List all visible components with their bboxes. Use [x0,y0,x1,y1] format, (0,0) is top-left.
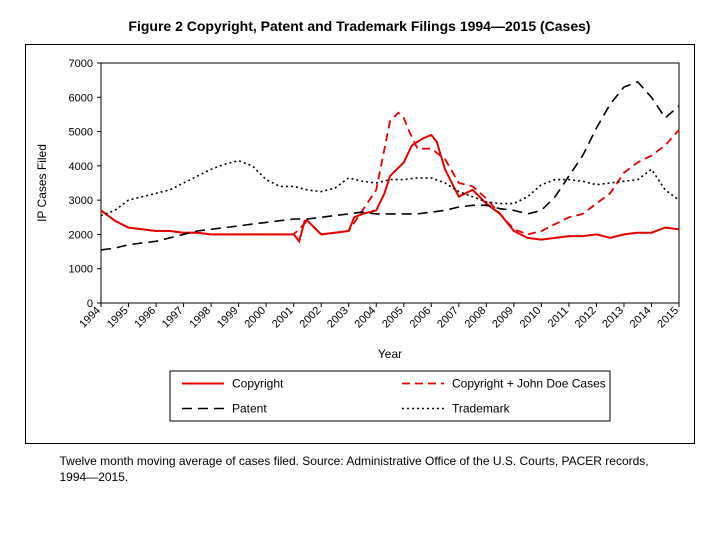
svg-text:Copyright: Copyright [232,377,284,391]
svg-text:2001: 2001 [269,305,295,331]
svg-text:1994: 1994 [77,305,103,331]
svg-text:5000: 5000 [68,127,92,139]
svg-text:2000: 2000 [242,305,268,331]
figure-caption: Twelve month moving average of cases fil… [60,454,660,485]
svg-text:1996: 1996 [132,305,158,331]
svg-text:2014: 2014 [627,305,653,331]
svg-text:2012: 2012 [572,305,598,331]
svg-text:1997: 1997 [159,305,185,331]
svg-text:2003: 2003 [325,305,351,331]
svg-text:2008: 2008 [462,305,488,331]
svg-text:2007: 2007 [435,305,461,331]
svg-text:2011: 2011 [545,305,570,330]
svg-text:Trademark: Trademark [452,402,511,416]
line-chart: 0100020003000400050006000700019941995199… [26,45,694,443]
svg-text:Patent: Patent [232,402,267,416]
svg-text:1999: 1999 [214,305,240,331]
svg-text:1995: 1995 [104,305,130,331]
svg-text:1000: 1000 [68,264,92,276]
svg-text:Year: Year [377,347,401,361]
svg-text:2013: 2013 [600,305,626,331]
svg-text:IP Cases Filed: IP Cases Filed [35,144,49,222]
svg-text:Copyright + John Doe Cases: Copyright + John Doe Cases [452,377,606,391]
svg-text:2010: 2010 [517,305,543,331]
svg-text:2006: 2006 [407,305,433,331]
chart-container: 0100020003000400050006000700019941995199… [25,44,695,444]
svg-text:2000: 2000 [68,229,92,241]
svg-text:2015: 2015 [655,305,681,331]
svg-text:1998: 1998 [187,305,213,331]
svg-text:2002: 2002 [297,305,323,331]
svg-text:3000: 3000 [68,195,92,207]
svg-text:2009: 2009 [490,305,516,331]
svg-text:2005: 2005 [380,305,406,331]
svg-text:2004: 2004 [352,305,378,331]
svg-text:4000: 4000 [68,161,92,173]
figure-title: Figure 2 Copyright, Patent and Trademark… [10,18,709,34]
svg-text:7000: 7000 [68,58,92,70]
svg-text:6000: 6000 [68,92,92,104]
